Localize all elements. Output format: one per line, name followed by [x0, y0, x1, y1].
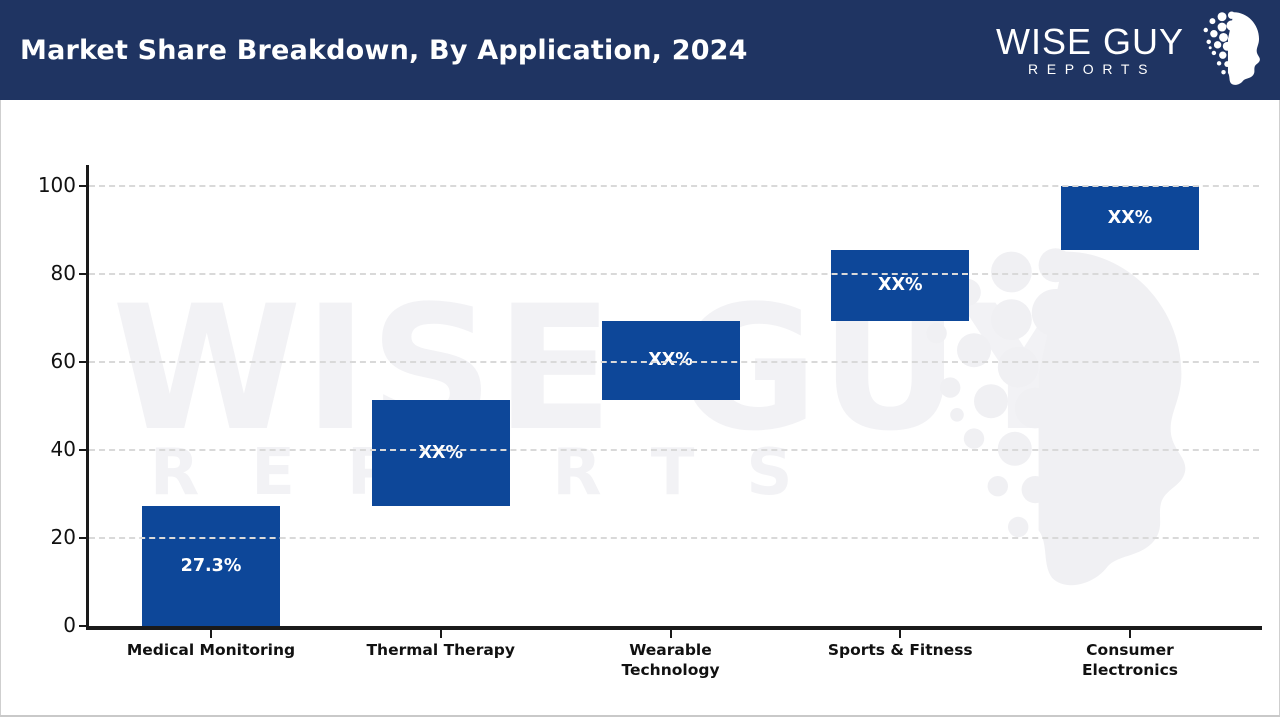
bar-value-label-sports-fitness: XX%: [877, 275, 923, 296]
bar-value-label-consumer-electronics: XX%: [1107, 207, 1153, 228]
y-tick-mark-20: [79, 537, 88, 539]
y-tick-label-80: 80: [50, 261, 76, 285]
gridline-60: [89, 361, 1259, 363]
gridline-40: [89, 449, 1259, 451]
x-tick-mark-sports-fitness: [899, 630, 902, 638]
gridline-20: [89, 537, 1259, 539]
x-category-label-sports-fitness: Sports & Fitness: [827, 641, 973, 659]
logo-subtitle: REPORTS: [1027, 60, 1157, 77]
x-category-label-wearable-technology: Wearable Technology: [621, 641, 720, 680]
bar-value-label-thermal-therapy: XX%: [418, 443, 464, 464]
card-border-bottom: [0, 715, 1280, 717]
wiseguy-head-icon: [1203, 11, 1260, 85]
x-category-label-thermal-therapy: Thermal Therapy: [366, 641, 515, 659]
y-tick-label-0: 0: [63, 613, 76, 637]
x-axis-spine: [86, 626, 1262, 630]
x-category-label-consumer-electronics: Consumer Electronics: [1081, 641, 1179, 680]
y-tick-label-20: 20: [50, 525, 76, 549]
wiseguy-logo: WISE GUY REPORTS: [996, 6, 1262, 94]
y-tick-label-60: 60: [50, 349, 76, 373]
x-tick-mark-wearable-technology: [669, 630, 672, 638]
y-tick-mark-60: [79, 361, 88, 363]
logo-wordmark: WISE GUY: [995, 20, 1184, 62]
y-tick-mark-100: [79, 185, 88, 187]
card-border-left: [0, 100, 1, 716]
gridline-100: [89, 185, 1259, 187]
y-tick-label-100: 100: [37, 173, 76, 197]
bar-sports-fitness: XX%: [831, 249, 970, 321]
y-axis-spine: [86, 165, 89, 630]
gridline-80: [89, 273, 1259, 275]
page-title: Market Share Breakdown, By Application, …: [20, 34, 748, 66]
bar-consumer-electronics: XX%: [1061, 186, 1199, 250]
x-tick-mark-thermal-therapy: [439, 630, 442, 638]
wiseguy-logo-text: WISE GUY REPORTS: [995, 20, 1184, 78]
bar-wearable-technology: XX%: [601, 320, 740, 401]
x-tick-mark-medical-monitoring: [210, 630, 212, 638]
x-tick-mark-consumer-electronics: [1129, 630, 1131, 638]
x-category-label-medical-monitoring: Medical Monitoring: [126, 641, 296, 659]
header-bar: Market Share Breakdown, By Application, …: [0, 0, 1280, 100]
bar-medical-monitoring: 27.3%: [142, 505, 280, 626]
y-tick-mark-40: [79, 449, 88, 451]
bar-thermal-therapy: XX%: [371, 400, 510, 506]
bar-value-label-medical-monitoring: 27.3%: [180, 555, 242, 576]
bar-value-label-wearable-technology: XX%: [648, 350, 693, 371]
y-tick-mark-80: [79, 273, 88, 275]
y-tick-label-40: 40: [50, 437, 76, 461]
y-tick-mark-0: [79, 625, 88, 627]
